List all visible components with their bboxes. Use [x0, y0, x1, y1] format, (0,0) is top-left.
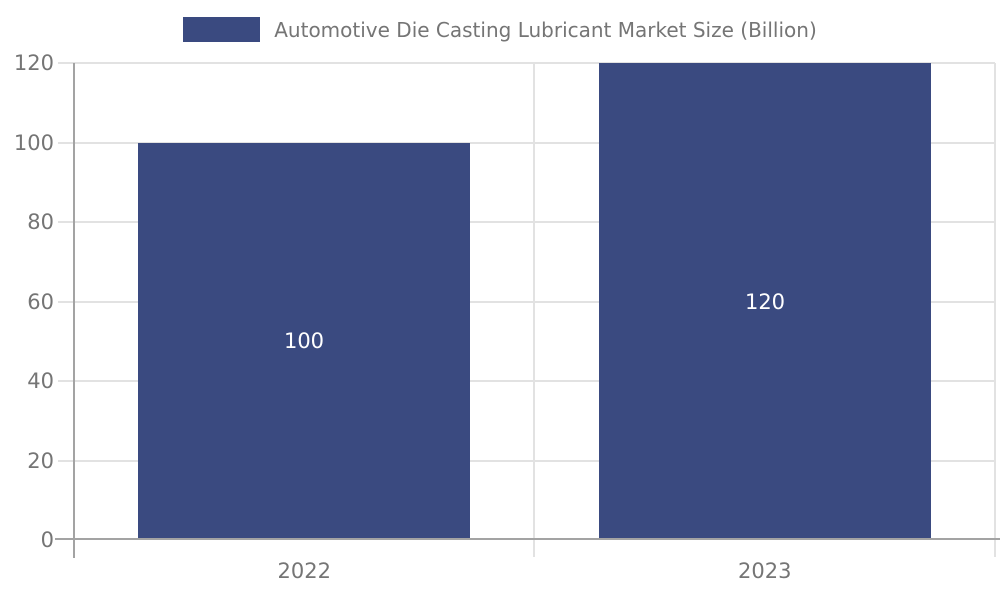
gridline: [58, 459, 995, 462]
bar-value-label: 120: [744, 289, 786, 314]
x-axis-label: 2022: [277, 559, 331, 583]
x-axis-line: [55, 538, 1000, 540]
bar-value-label: 100: [283, 329, 325, 354]
y-axis-label: 120: [13, 51, 54, 75]
bar-2022: 100: [138, 142, 470, 540]
x-boundary-gridline: [993, 63, 996, 557]
y-axis-line: [73, 63, 75, 558]
gridline: [58, 221, 995, 223]
y-axis-label: 0: [40, 528, 54, 552]
y-axis-label: 40: [27, 369, 54, 393]
legend-label: Automotive Die Casting Lubricant Market …: [274, 17, 817, 42]
y-axis-label: 100: [13, 130, 54, 155]
legend: Automotive Die Casting Lubricant Market …: [0, 17, 1000, 42]
y-axis-label: 80: [27, 210, 54, 234]
x-axis-label: 2023: [738, 559, 792, 583]
gridline: [58, 380, 995, 382]
legend-swatch: [183, 17, 261, 42]
bar-2023: 120: [599, 63, 931, 540]
y-axis-label: 20: [27, 448, 54, 473]
x-boundary-gridline: [533, 63, 535, 557]
y-axis-label: 60: [27, 289, 54, 314]
gridline: [58, 141, 995, 144]
gridline: [58, 300, 995, 303]
gridline: [58, 62, 995, 64]
